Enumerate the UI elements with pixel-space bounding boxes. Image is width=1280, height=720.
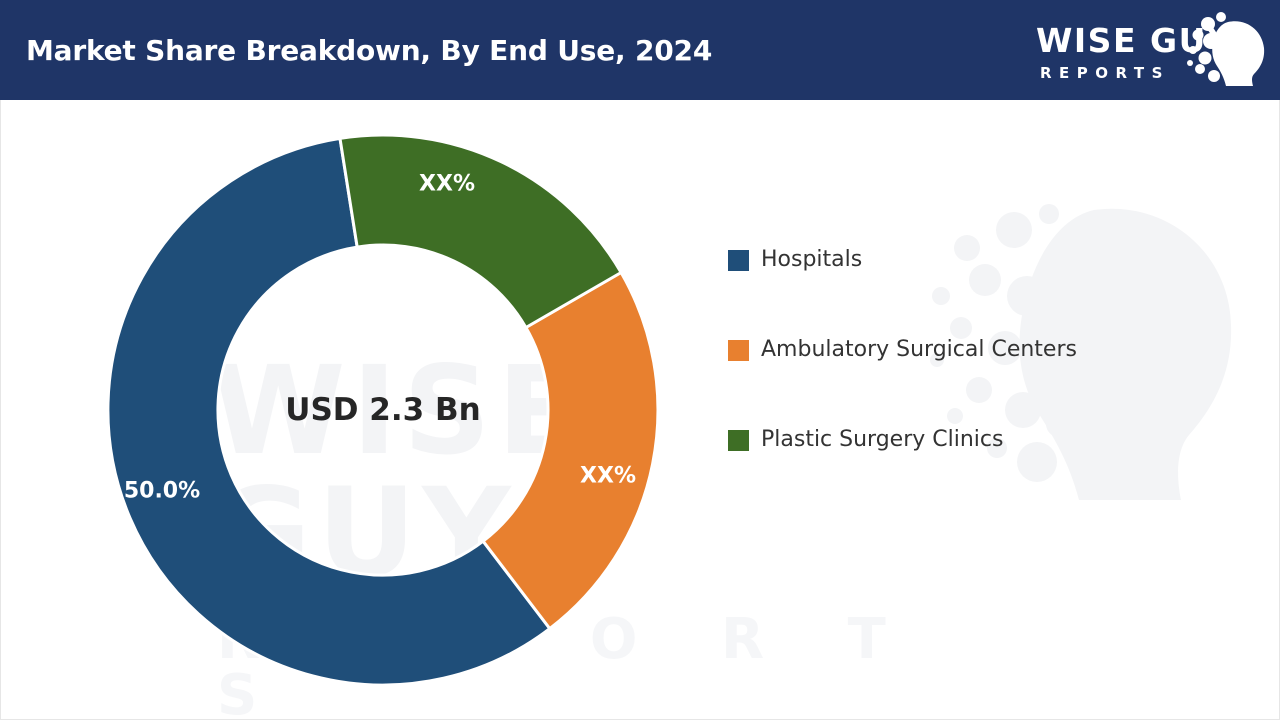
- svg-text:WISE GUY: WISE GUY: [1036, 21, 1232, 60]
- page-title: Market Share Breakdown, By End Use, 2024: [26, 34, 713, 67]
- legend-swatch-icon-plastic-surgery-clinics: [728, 429, 749, 451]
- legend-swatch-icon-hospitals: [728, 249, 749, 271]
- chart-canvas: WISE GUY R E P O R T S USD 2.3 Bn 50.0% …: [0, 100, 1280, 720]
- donut-chart: [106, 133, 660, 687]
- chart-legend: Hospitals Ambulatory Surgical Centers Pl…: [728, 248, 1198, 452]
- slice-label-plastic-surgery-clinics: XX%: [419, 171, 475, 197]
- legend-label-plastic-surgery-clinics: Plastic Surgery Clinics: [761, 427, 1004, 452]
- slice-label-ambulatory-surgical-centers: XX%: [580, 463, 636, 489]
- donut-slice-plastic-surgery-clinics[interactable]: [338, 133, 624, 330]
- donut-slice-hospitals[interactable]: [106, 136, 552, 687]
- legend-label-ambulatory-surgical-centers: Ambulatory Surgical Centers: [761, 337, 1077, 362]
- legend-item-hospitals[interactable]: Hospitals: [728, 248, 1198, 272]
- svg-text:REPORTS: REPORTS: [1040, 64, 1170, 82]
- page-header: Market Share Breakdown, By End Use, 2024…: [0, 0, 1280, 100]
- wise-guy-reports-logo: WISE GUY REPORTS: [1022, 8, 1272, 92]
- donut-slice-ambulatory-surgical-centers[interactable]: [480, 270, 660, 631]
- legend-label-hospitals: Hospitals: [761, 247, 863, 272]
- legend-item-plastic-surgery-clinics[interactable]: Plastic Surgery Clinics: [728, 428, 1198, 452]
- logo-svg: WISE GUY REPORTS: [1036, 12, 1265, 86]
- donut-center-value: USD 2.3 Bn: [285, 392, 481, 428]
- logo-head-icon: [1187, 12, 1265, 86]
- legend-item-ambulatory-surgical-centers[interactable]: Ambulatory Surgical Centers: [728, 338, 1198, 362]
- slice-label-hospitals: 50.0%: [123, 478, 201, 504]
- legend-swatch-icon-ambulatory-surgical-centers: [728, 339, 749, 361]
